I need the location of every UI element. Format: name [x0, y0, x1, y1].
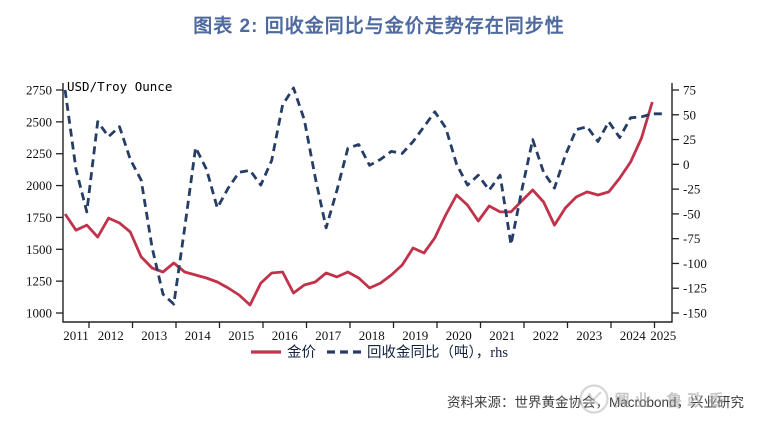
right-axis-tick-label: -150	[683, 306, 707, 321]
left-axis-unit-label: USD/Troy Ounce	[67, 79, 172, 94]
x-axis-tick-label: 2013	[141, 328, 167, 343]
right-axis-tick-label: -25	[683, 182, 700, 197]
left-axis-tick-label: 2250	[26, 146, 52, 161]
gold-line-swatch-icon	[251, 349, 281, 354]
x-axis-tick-label: 2014	[185, 328, 212, 343]
axis-frame	[62, 83, 673, 323]
left-axis-tick-label: 1750	[26, 210, 52, 225]
right-axis-tick-label: 0	[683, 157, 690, 172]
left-axis-tick-label: 2000	[26, 178, 52, 193]
recycled-gold-yoy-line	[63, 86, 664, 306]
x-axis-tick-label: 2016	[272, 328, 299, 343]
right-axis-tick-label: 75	[683, 83, 696, 98]
source-note: 资料来源：世界黄金协会，Macrobond，兴业研究	[446, 395, 744, 410]
x-axis-tick-label: 2023	[576, 328, 602, 343]
left-axis-tick-label: 2750	[26, 83, 52, 98]
left-axis-tick-label: 2500	[26, 114, 52, 129]
right-axis-tick-label: 25	[683, 132, 696, 147]
legend-label-gold-price: 金价	[287, 345, 316, 361]
left-axis-tick-label: 1000	[26, 306, 52, 321]
x-axis-tick-label: 2012	[98, 328, 124, 343]
left-axis-tick-label: 1500	[26, 242, 52, 257]
x-axis-tick-label: 2018	[359, 328, 385, 343]
recycled-line-swatch-icon	[327, 349, 361, 354]
left-axis-tick-label: 1250	[26, 274, 52, 289]
x-axis-tick-label: 2025	[650, 328, 676, 343]
x-axis-tick-label: 2022	[533, 328, 559, 343]
x-axis-tick-label: 2020	[446, 328, 472, 343]
chart-legend: 金价 回收金同比（吨），rhs	[0, 341, 758, 362]
x-axis-tick-label: 2021	[489, 328, 515, 343]
gold-price-line	[63, 101, 654, 307]
right-axis-tick-label: -75	[683, 231, 700, 246]
legend-item-recycled-gold: 回收金同比（吨），rhs	[326, 341, 508, 362]
page-title: 图表 2: 回收金同比与金价走势存在同步性	[193, 16, 565, 37]
x-axis-tick-label: 2019	[402, 328, 428, 343]
right-axis-tick-label: -100	[683, 256, 707, 271]
right-axis-tick-label: 50	[683, 107, 696, 122]
legend-item-gold-price: 金价	[250, 341, 316, 362]
x-axis-tick-label: 2024	[620, 328, 647, 343]
legend-label-recycled-gold: 回收金同比（吨），rhs	[367, 345, 508, 361]
right-axis-tick-label: -50	[683, 206, 700, 221]
x-axis-tick-label: 2011	[63, 328, 89, 343]
x-axis-tick-label: 2017	[315, 328, 342, 343]
right-axis-tick-label: -125	[683, 281, 707, 296]
x-axis-tick-label: 2015	[228, 328, 254, 343]
